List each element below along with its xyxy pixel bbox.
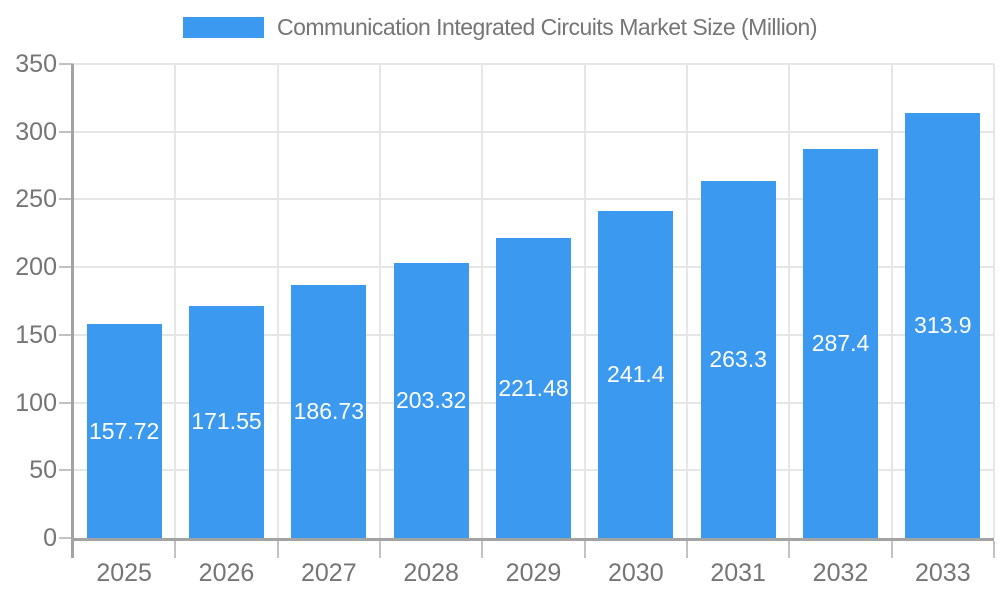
y-tick-mark	[59, 401, 73, 404]
bar-2027[interactable]: 186.73	[291, 285, 367, 538]
chart-title: Communication Integrated Circuits Market…	[276, 14, 818, 40]
y-tick-label: 350	[15, 50, 57, 78]
x-tick-mark	[174, 541, 177, 558]
x-tick-mark	[481, 541, 484, 558]
x-tick-label-2033: 2033	[915, 559, 971, 587]
bar-2025[interactable]: 157.72	[86, 324, 162, 538]
bar-2026[interactable]: 171.55	[189, 305, 264, 538]
legend-swatch-icon	[182, 17, 264, 38]
y-tick-label: 250	[15, 185, 57, 214]
v-gridline	[174, 64, 177, 538]
bar-value-label: 263.3	[709, 346, 767, 373]
h-gridline	[73, 130, 994, 133]
x-tick-mark	[993, 541, 995, 558]
bar-value-label: 287.4	[811, 329, 870, 356]
bar-2033[interactable]: 313.9	[905, 112, 981, 538]
y-tick-label: 0	[43, 524, 57, 552]
y-axis-line	[71, 64, 74, 558]
x-tick-mark	[686, 541, 688, 558]
y-tick-label: 150	[15, 320, 57, 349]
x-tick-label-2029: 2029	[505, 559, 562, 587]
v-gridline	[276, 64, 279, 538]
x-tick-mark	[583, 541, 586, 558]
x-tick-mark	[276, 541, 279, 558]
v-gridline	[890, 64, 893, 538]
bar-value-label: 171.55	[191, 408, 262, 435]
x-tick-label-2030: 2030	[608, 559, 664, 587]
y-tick-mark	[59, 198, 73, 201]
bar-value-label: 203.32	[395, 386, 467, 413]
y-tick-mark	[59, 537, 73, 539]
y-tick-mark	[59, 333, 73, 336]
x-tick-label-2028: 2028	[403, 559, 459, 587]
x-axis-line	[71, 538, 994, 541]
v-gridline	[686, 64, 688, 538]
y-tick-label: 300	[15, 117, 57, 146]
bar-2030[interactable]: 241.4	[598, 211, 674, 538]
x-tick-mark	[890, 541, 893, 558]
x-tick-label-2027: 2027	[301, 559, 357, 587]
y-tick-mark	[59, 130, 73, 133]
v-gridline	[481, 64, 484, 538]
bar-2032[interactable]: 287.4	[803, 148, 878, 538]
legend-item-market-size[interactable]: Communication Integrated Circuits Market…	[182, 14, 818, 41]
v-gridline	[993, 64, 995, 538]
x-tick-label-2032: 2032	[812, 559, 869, 587]
h-gridline	[73, 198, 994, 201]
bar-2031[interactable]: 263.3	[700, 181, 776, 538]
x-tick-label-2031: 2031	[710, 559, 766, 587]
y-tick-mark	[59, 469, 73, 472]
bar-value-label: 241.4	[607, 361, 665, 388]
bar-2028[interactable]: 203.32	[393, 262, 469, 538]
y-tick-mark	[59, 63, 73, 65]
v-gridline	[788, 64, 791, 538]
x-tick-mark	[379, 541, 381, 558]
y-tick-label: 100	[15, 388, 57, 417]
y-tick-label: 50	[29, 456, 57, 485]
x-tick-mark	[788, 541, 791, 558]
v-gridline	[583, 64, 586, 538]
h-gridline	[73, 63, 994, 65]
y-tick-label: 200	[15, 253, 57, 282]
bar-value-label: 157.72	[88, 417, 160, 444]
y-tick-mark	[59, 266, 73, 269]
bar-value-label: 221.48	[498, 374, 569, 401]
x-tick-label-2026: 2026	[198, 559, 255, 587]
bar-value-label: 313.9	[914, 311, 972, 338]
bar-value-label: 186.73	[293, 398, 364, 425]
bar-2029[interactable]: 221.48	[496, 238, 571, 538]
v-gridline	[379, 64, 381, 538]
x-tick-label-2025: 2025	[96, 559, 152, 587]
chart-legend: Communication Integrated Circuits Market…	[0, 14, 1000, 41]
